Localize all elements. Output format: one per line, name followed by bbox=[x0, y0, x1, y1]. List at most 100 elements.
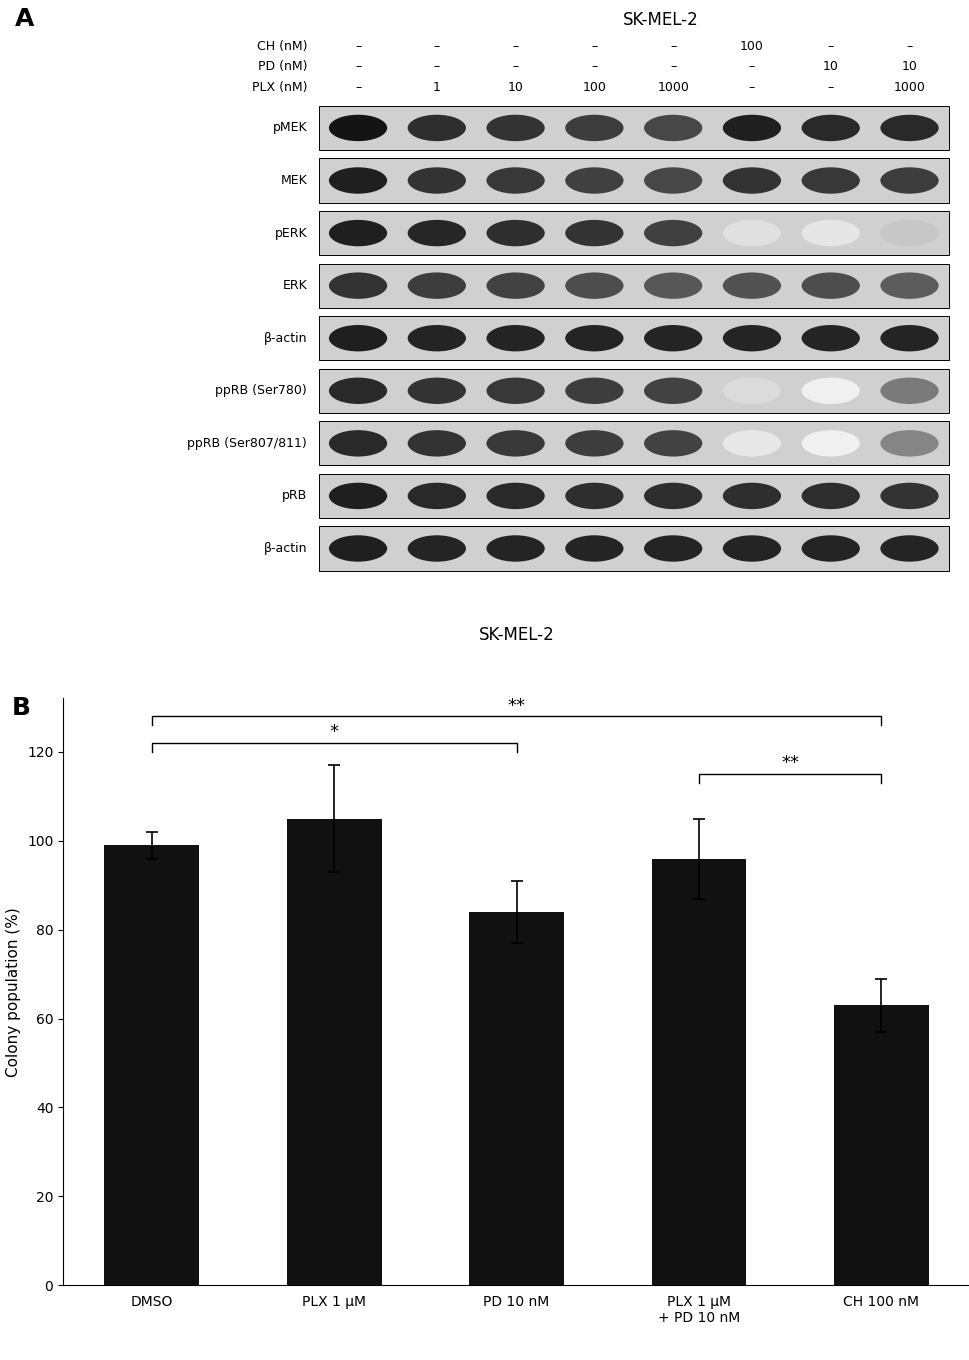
Text: –: – bbox=[670, 60, 675, 73]
Text: –: – bbox=[512, 60, 518, 73]
FancyBboxPatch shape bbox=[318, 473, 948, 518]
Ellipse shape bbox=[485, 220, 545, 246]
FancyBboxPatch shape bbox=[318, 369, 948, 413]
Text: 10: 10 bbox=[900, 60, 917, 73]
Ellipse shape bbox=[643, 430, 702, 457]
Ellipse shape bbox=[880, 325, 938, 351]
Ellipse shape bbox=[407, 378, 465, 404]
FancyBboxPatch shape bbox=[318, 422, 948, 465]
Text: –: – bbox=[355, 41, 360, 53]
Ellipse shape bbox=[880, 378, 938, 404]
Text: 100: 100 bbox=[739, 41, 764, 53]
Text: MEK: MEK bbox=[280, 174, 307, 188]
Ellipse shape bbox=[565, 220, 623, 246]
Ellipse shape bbox=[565, 430, 623, 457]
Ellipse shape bbox=[407, 325, 465, 351]
Ellipse shape bbox=[328, 220, 387, 246]
Bar bbox=[287, 819, 381, 1285]
Bar bbox=[469, 911, 563, 1285]
Text: **: ** bbox=[780, 755, 798, 772]
Text: pMEK: pMEK bbox=[272, 121, 307, 135]
Ellipse shape bbox=[328, 325, 387, 351]
FancyBboxPatch shape bbox=[318, 317, 948, 360]
Ellipse shape bbox=[565, 378, 623, 404]
Ellipse shape bbox=[407, 483, 465, 509]
Ellipse shape bbox=[880, 272, 938, 299]
Ellipse shape bbox=[565, 325, 623, 351]
Ellipse shape bbox=[565, 272, 623, 299]
Ellipse shape bbox=[565, 167, 623, 193]
Ellipse shape bbox=[407, 430, 465, 457]
Ellipse shape bbox=[800, 114, 859, 141]
Ellipse shape bbox=[328, 272, 387, 299]
Ellipse shape bbox=[722, 325, 780, 351]
Ellipse shape bbox=[407, 272, 465, 299]
Ellipse shape bbox=[800, 536, 859, 562]
Ellipse shape bbox=[485, 536, 545, 562]
Ellipse shape bbox=[722, 378, 780, 404]
Text: 1000: 1000 bbox=[657, 82, 688, 94]
Text: –: – bbox=[591, 60, 597, 73]
Ellipse shape bbox=[800, 167, 859, 193]
Text: –: – bbox=[827, 82, 833, 94]
Ellipse shape bbox=[800, 325, 859, 351]
Ellipse shape bbox=[485, 272, 545, 299]
Ellipse shape bbox=[800, 272, 859, 299]
Ellipse shape bbox=[328, 378, 387, 404]
Ellipse shape bbox=[565, 114, 623, 141]
Ellipse shape bbox=[328, 536, 387, 562]
Bar bbox=[833, 1005, 927, 1285]
Ellipse shape bbox=[800, 220, 859, 246]
Text: β-actin: β-actin bbox=[264, 543, 307, 555]
Ellipse shape bbox=[328, 483, 387, 509]
Text: ERK: ERK bbox=[282, 279, 307, 292]
Ellipse shape bbox=[722, 220, 780, 246]
Text: PLX (nM): PLX (nM) bbox=[252, 82, 307, 94]
Bar bbox=[651, 858, 745, 1285]
Text: –: – bbox=[905, 41, 912, 53]
Text: SK-MEL-2: SK-MEL-2 bbox=[622, 11, 698, 29]
Ellipse shape bbox=[643, 114, 702, 141]
Text: –: – bbox=[670, 41, 675, 53]
FancyBboxPatch shape bbox=[318, 264, 948, 307]
FancyBboxPatch shape bbox=[318, 526, 948, 570]
Ellipse shape bbox=[485, 483, 545, 509]
Text: ppRB (Ser780): ppRB (Ser780) bbox=[215, 385, 307, 397]
Ellipse shape bbox=[407, 114, 465, 141]
Ellipse shape bbox=[643, 272, 702, 299]
Ellipse shape bbox=[485, 167, 545, 193]
Text: –: – bbox=[355, 82, 360, 94]
Text: pERK: pERK bbox=[274, 227, 307, 239]
Title: SK-MEL-2: SK-MEL-2 bbox=[478, 626, 554, 645]
Ellipse shape bbox=[643, 220, 702, 246]
Text: *: * bbox=[329, 724, 338, 741]
Text: 100: 100 bbox=[581, 82, 606, 94]
Ellipse shape bbox=[880, 483, 938, 509]
Text: –: – bbox=[748, 82, 754, 94]
Ellipse shape bbox=[722, 430, 780, 457]
Text: A: A bbox=[15, 7, 34, 31]
Text: pRB: pRB bbox=[282, 490, 307, 502]
Text: –: – bbox=[827, 41, 833, 53]
Text: –: – bbox=[355, 60, 360, 73]
Y-axis label: Colony population (%): Colony population (%) bbox=[7, 907, 21, 1077]
FancyBboxPatch shape bbox=[318, 106, 948, 150]
Ellipse shape bbox=[328, 430, 387, 457]
FancyBboxPatch shape bbox=[318, 211, 948, 256]
Ellipse shape bbox=[800, 378, 859, 404]
Ellipse shape bbox=[643, 167, 702, 193]
Ellipse shape bbox=[407, 167, 465, 193]
Ellipse shape bbox=[880, 536, 938, 562]
Ellipse shape bbox=[565, 483, 623, 509]
Ellipse shape bbox=[722, 483, 780, 509]
Text: β-actin: β-actin bbox=[264, 332, 307, 344]
Ellipse shape bbox=[800, 483, 859, 509]
Ellipse shape bbox=[643, 483, 702, 509]
Text: B: B bbox=[12, 696, 31, 721]
Text: **: ** bbox=[507, 696, 525, 714]
Text: –: – bbox=[433, 60, 440, 73]
Ellipse shape bbox=[485, 114, 545, 141]
Ellipse shape bbox=[880, 220, 938, 246]
Ellipse shape bbox=[722, 272, 780, 299]
Ellipse shape bbox=[407, 220, 465, 246]
